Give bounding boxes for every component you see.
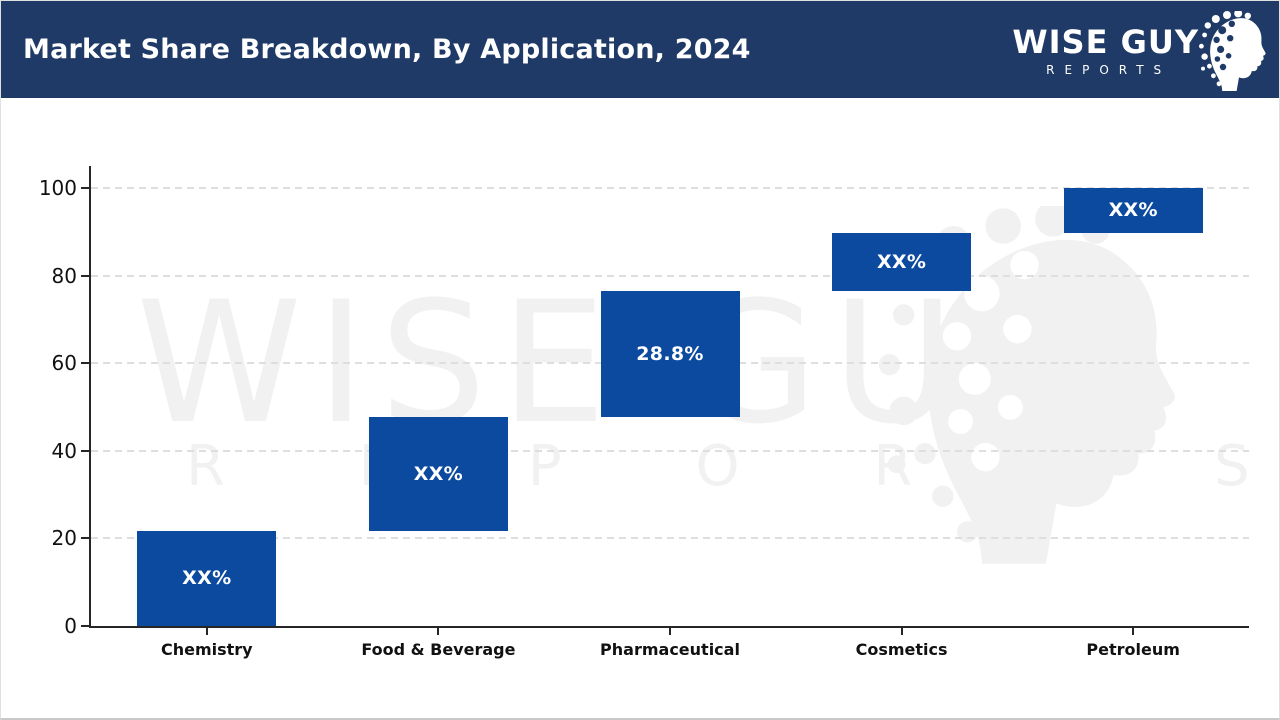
bar-cosmetics: XX% — [832, 232, 972, 291]
bar-value-label-pharmaceutical: 28.8% — [636, 342, 704, 365]
brand-logo: WISE GUY REPORTS — [1012, 11, 1267, 91]
dotted-head-profile-icon — [1199, 11, 1266, 91]
x-axis-label-pharmaceutical: Pharmaceutical — [600, 640, 740, 659]
bar-pharmaceutical: 28.8% — [600, 290, 740, 418]
x-axis-label-chemistry: Chemistry — [160, 640, 253, 659]
bar-value-label-food-beverage: XX% — [413, 462, 464, 485]
y-tick-mark-40 — [81, 449, 89, 452]
y-tick-mark-80 — [81, 274, 89, 277]
bar-value-label-chemistry: XX% — [182, 567, 232, 590]
x-tick-mark-petroleum — [1132, 628, 1135, 635]
bar-value-label-petroleum: XX% — [1108, 199, 1158, 222]
y-tick-label-0: 0 — [64, 614, 77, 638]
gridline-100 — [91, 186, 1249, 189]
gridline-80 — [91, 274, 1249, 277]
y-tick-mark-0 — [81, 625, 89, 627]
brand-name: WISE GUY — [1012, 22, 1199, 61]
gridline-20 — [91, 537, 1249, 540]
x-tick-mark-food-beverage — [437, 628, 440, 635]
brand-subname: REPORTS — [1046, 62, 1172, 77]
bar-chemistry: XX% — [137, 530, 277, 626]
y-tick-label-20: 20 — [51, 526, 77, 551]
x-tick-mark-pharmaceutical — [669, 628, 671, 635]
x-tick-mark-chemistry — [205, 628, 208, 635]
y-tick-mark-100 — [81, 186, 89, 189]
x-axis-label-petroleum: Petroleum — [1086, 640, 1180, 659]
gridline-40 — [91, 449, 1249, 452]
bar-value-label-cosmetics: XX% — [876, 250, 927, 273]
x-tick-mark-cosmetics — [900, 628, 903, 635]
bar-petroleum: XX% — [1063, 187, 1203, 233]
page-title: Market Share Breakdown, By Application, … — [23, 34, 751, 65]
y-tick-mark-60 — [81, 362, 89, 365]
y-tick-label-80: 80 — [51, 263, 77, 288]
x-axis-label-cosmetics: Cosmetics — [855, 640, 948, 659]
x-axis-label-food-beverage: Food & Beverage — [361, 640, 516, 659]
brand-logo-text: WISE GUY REPORTS — [1012, 26, 1199, 77]
bar-food-beverage: XX% — [368, 417, 508, 531]
plot-area: 0 20 40 60 80 100 XX% Chemistry XX% Food & Bevera… — [39, 166, 1249, 659]
header-bar: Market Share Breakdown, By Application, … — [1, 1, 1279, 98]
y-tick-mark-20 — [81, 537, 89, 540]
y-tick-label-100: 100 — [38, 175, 77, 200]
y-tick-label-60: 60 — [51, 351, 77, 376]
y-tick-label-40: 40 — [51, 438, 77, 463]
